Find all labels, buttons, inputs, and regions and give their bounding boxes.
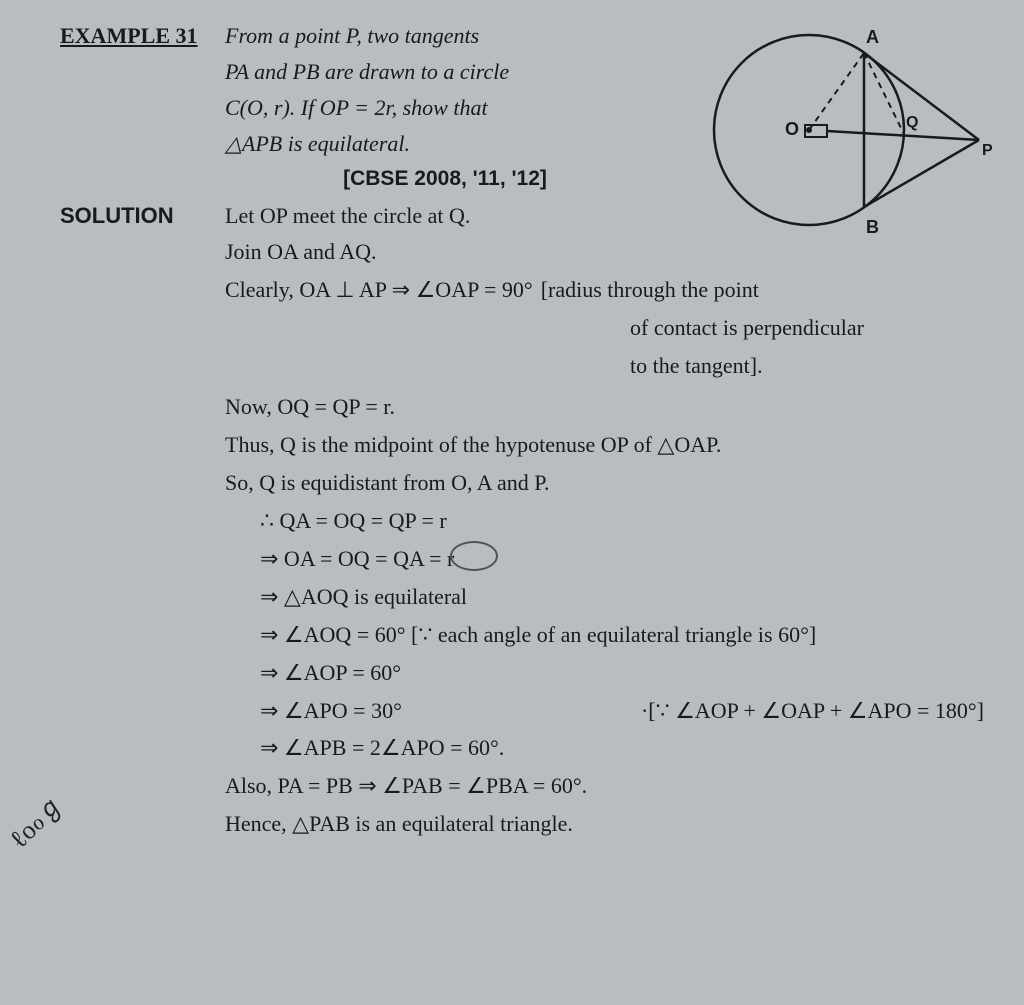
- handwritten-scribble: ℓoℴℊ: [1, 787, 73, 859]
- solution-line-14: Also, PA = PB ⇒ ∠PAB = ∠PBA = 60°.: [225, 770, 984, 802]
- solution-line-11: ⇒ ∠AOP = 60°: [260, 657, 984, 689]
- solution-label: SOLUTION: [60, 200, 225, 232]
- solution-line-12: ⇒ ∠APO = 30° ·[∵ ∠AOP + ∠OAP + ∠APO = 18…: [260, 695, 984, 727]
- circle-tangent-diagram: A B O Q P: [699, 15, 999, 245]
- label-B: B: [866, 217, 879, 237]
- diagram-svg: A B O Q P: [699, 15, 999, 245]
- solution-line-6: So, Q is equidistant from O, A and P.: [225, 467, 984, 499]
- solution-line-4: Now, OQ = QP = r.: [225, 391, 984, 423]
- solution-line-3: Clearly, OA ⊥ AP ⇒ ∠OAP = 90° [radius th…: [225, 274, 984, 306]
- problem-line-2: PA and PB are drawn to a circle: [225, 56, 665, 88]
- problem-line-1: From a point P, two tangents: [225, 20, 665, 52]
- label-P: P: [982, 142, 993, 159]
- problem-line-4: △APB is equilateral.: [225, 128, 665, 160]
- cbse-reference: [CBSE 2008, '11, '12]: [225, 164, 665, 194]
- example-label: EXAMPLE 31: [60, 20, 225, 52]
- label-Q: Q: [906, 114, 918, 131]
- solution-line-13: ⇒ ∠APB = 2∠APO = 60°.: [260, 732, 984, 764]
- solution-line-10: ⇒ ∠AOQ = 60° [∵ each angle of an equilat…: [260, 619, 984, 651]
- solution-line-8: ⇒ OA = OQ = QA = r: [260, 543, 984, 575]
- solution-line-3c: of contact is perpendicular: [630, 312, 984, 344]
- solution-line-7: ∴ QA = OQ = QP = r: [260, 505, 984, 537]
- problem-line-3: C(O, r). If OP = 2r, show that: [225, 92, 665, 124]
- solution-line-9: ⇒ △AOQ is equilateral: [260, 581, 984, 613]
- solution-line-3d: to the tangent].: [630, 350, 984, 382]
- label-O: O: [785, 119, 799, 139]
- hand-circle-annotation: [450, 541, 498, 571]
- page: A B O Q P EXAMPLE 31 From a point P, two…: [0, 0, 1024, 866]
- solution-line-15: Hence, △PAB is an equilateral triangle.: [225, 808, 984, 840]
- solution-line-5: Thus, Q is the midpoint of the hypotenus…: [225, 429, 984, 461]
- label-A: A: [866, 27, 879, 47]
